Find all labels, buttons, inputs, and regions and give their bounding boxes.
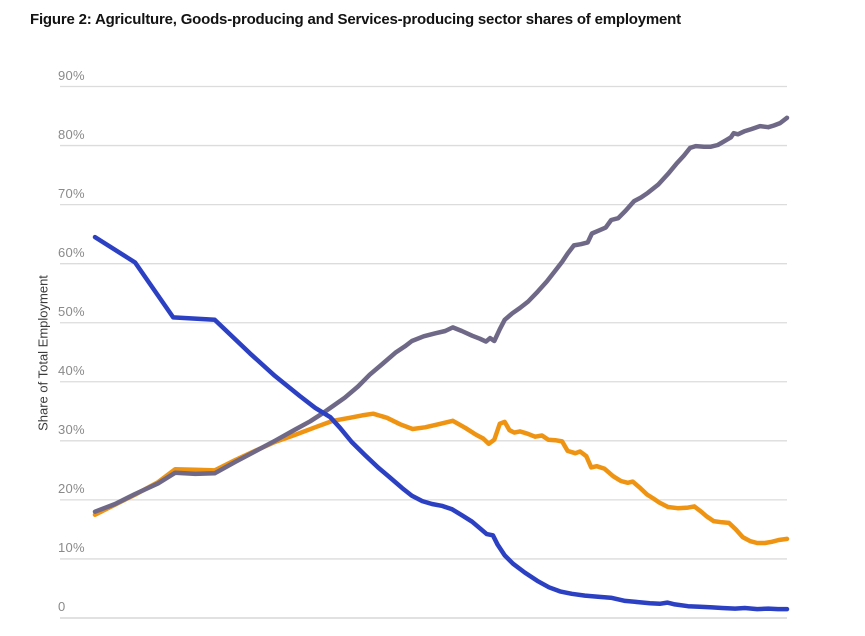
- line-goods-producing: [92, 411, 790, 546]
- line-agriculture: [92, 234, 790, 612]
- y-tick-label-10%: 10%: [58, 539, 85, 555]
- y-tick-label-60%: 60%: [58, 244, 85, 260]
- gridlines-group: [60, 85, 787, 619]
- line-services-producing: [92, 115, 790, 514]
- series-lines-group: [92, 115, 790, 612]
- y-tick-label-80%: 80%: [58, 126, 85, 142]
- y-tick-label-90%: 90%: [58, 67, 85, 83]
- y-tick-label-40%: 40%: [58, 362, 85, 378]
- y-tick-label-50%: 50%: [58, 303, 85, 319]
- y-tick-label-70%: 70%: [58, 185, 85, 201]
- chart-title: Figure 2: Agriculture, Goods-producing a…: [30, 11, 681, 28]
- y-tick-label-20%: 20%: [58, 480, 85, 496]
- y-tick-label-0: 0: [58, 599, 66, 614]
- y-tick-label-30%: 30%: [58, 421, 85, 437]
